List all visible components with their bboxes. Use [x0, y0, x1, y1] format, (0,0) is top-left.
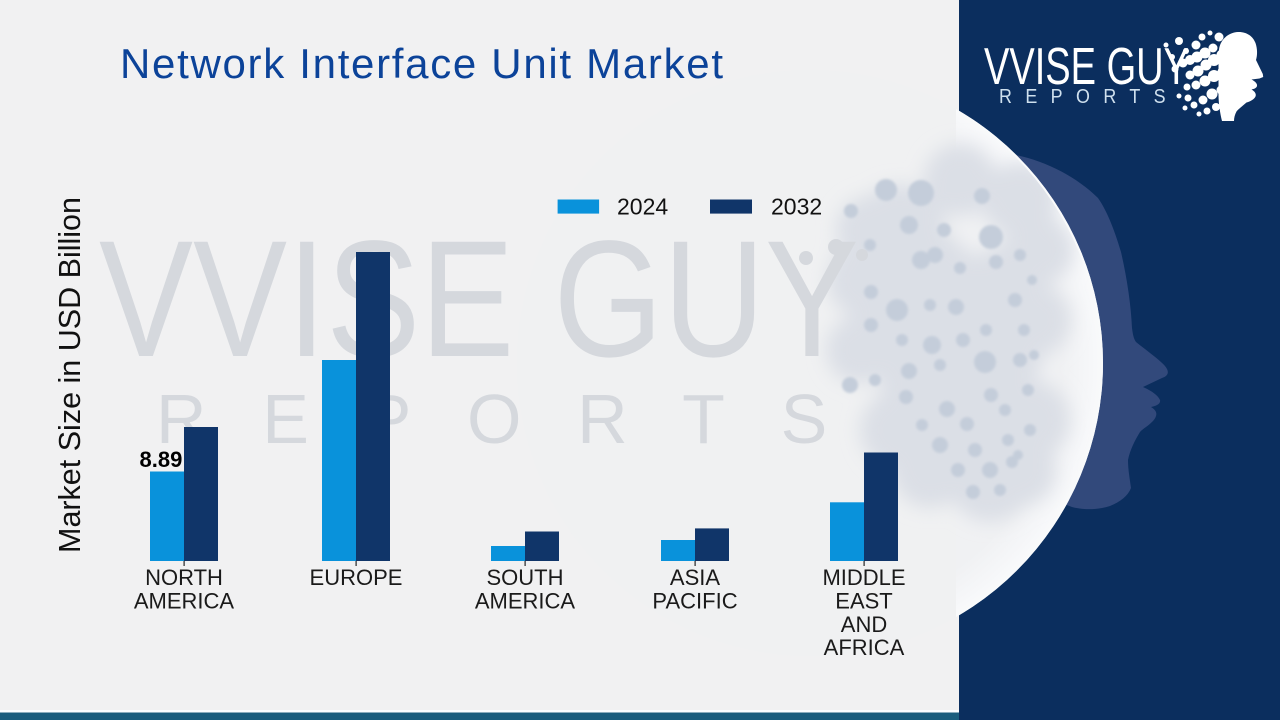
svg-text:PACIFIC: PACIFIC — [652, 589, 737, 614]
svg-text:VVISE GUY: VVISE GUY — [984, 38, 1189, 96]
svg-text:AMERICA: AMERICA — [475, 589, 576, 614]
svg-text:SOUTH: SOUTH — [487, 565, 564, 590]
svg-text:2024: 2024 — [617, 194, 668, 220]
svg-text:REPORTS: REPORTS — [156, 380, 883, 458]
svg-text:AND: AND — [841, 612, 887, 637]
svg-text:MIDDLE: MIDDLE — [822, 565, 905, 590]
svg-text:EAST: EAST — [835, 589, 892, 614]
svg-text:NORTH: NORTH — [145, 565, 223, 590]
svg-text:EUROPE: EUROPE — [310, 565, 403, 590]
svg-text:REPORTS: REPORTS — [999, 86, 1179, 108]
svg-text:ASIA: ASIA — [670, 565, 720, 590]
svg-text:8.89: 8.89 — [140, 447, 183, 472]
svg-text:VVISE GUY: VVISE GUY — [99, 207, 859, 392]
svg-text:AFRICA: AFRICA — [824, 635, 905, 660]
svg-text:Network Interface Unit Market: Network Interface Unit Market — [120, 40, 723, 87]
svg-text:Market Size in USD Billion: Market Size in USD Billion — [53, 197, 87, 553]
svg-text:AMERICA: AMERICA — [134, 589, 235, 614]
svg-text:2032: 2032 — [771, 194, 822, 220]
